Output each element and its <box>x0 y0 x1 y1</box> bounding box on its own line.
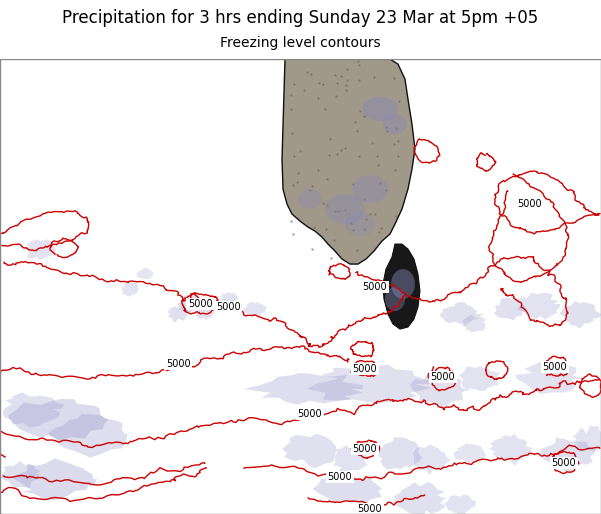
Text: Freezing level contours: Freezing level contours <box>220 35 381 49</box>
Polygon shape <box>25 239 56 260</box>
Polygon shape <box>412 445 451 475</box>
Polygon shape <box>325 194 365 224</box>
Polygon shape <box>362 97 398 121</box>
Text: 5000: 5000 <box>216 302 240 312</box>
Text: 5000: 5000 <box>362 282 387 292</box>
Polygon shape <box>541 438 595 474</box>
Polygon shape <box>374 437 423 470</box>
Text: 5000: 5000 <box>166 359 191 369</box>
Polygon shape <box>313 475 382 505</box>
Polygon shape <box>282 434 338 468</box>
Polygon shape <box>463 315 486 332</box>
Polygon shape <box>242 301 267 317</box>
Polygon shape <box>3 392 65 428</box>
Text: 5000: 5000 <box>552 458 576 468</box>
Polygon shape <box>453 444 486 464</box>
Text: 5000: 5000 <box>358 504 382 514</box>
Polygon shape <box>394 482 447 514</box>
Polygon shape <box>459 366 504 391</box>
Text: 5000: 5000 <box>543 362 567 372</box>
Text: 5000: 5000 <box>517 199 542 209</box>
Polygon shape <box>391 269 415 299</box>
Polygon shape <box>243 373 364 405</box>
Polygon shape <box>345 212 375 236</box>
Polygon shape <box>282 59 415 264</box>
Polygon shape <box>13 458 97 500</box>
Polygon shape <box>352 175 388 203</box>
Polygon shape <box>515 360 585 394</box>
Polygon shape <box>494 298 526 320</box>
Polygon shape <box>307 364 432 402</box>
Polygon shape <box>298 189 322 209</box>
Text: 5000: 5000 <box>188 299 212 309</box>
Text: 5000: 5000 <box>353 364 377 374</box>
Polygon shape <box>440 302 484 325</box>
Text: 5000: 5000 <box>297 409 322 419</box>
Polygon shape <box>8 399 108 440</box>
Polygon shape <box>168 306 191 323</box>
Text: 5000: 5000 <box>353 444 377 454</box>
Polygon shape <box>383 114 407 134</box>
Polygon shape <box>0 461 41 488</box>
Polygon shape <box>177 295 204 313</box>
Polygon shape <box>222 292 239 305</box>
Polygon shape <box>410 371 471 407</box>
Polygon shape <box>489 434 534 466</box>
Polygon shape <box>136 268 154 279</box>
Polygon shape <box>559 301 601 328</box>
Polygon shape <box>47 414 127 457</box>
Polygon shape <box>122 282 139 297</box>
Polygon shape <box>573 426 601 452</box>
Text: Precipitation for 3 hrs ending Sunday 23 Mar at 5pm +05: Precipitation for 3 hrs ending Sunday 23… <box>63 9 538 27</box>
Polygon shape <box>333 444 368 471</box>
Text: 5000: 5000 <box>431 372 456 382</box>
Polygon shape <box>444 494 476 514</box>
Text: 5000: 5000 <box>328 472 352 482</box>
Polygon shape <box>516 292 561 320</box>
Polygon shape <box>383 244 420 329</box>
Polygon shape <box>385 287 405 311</box>
Polygon shape <box>196 307 215 320</box>
